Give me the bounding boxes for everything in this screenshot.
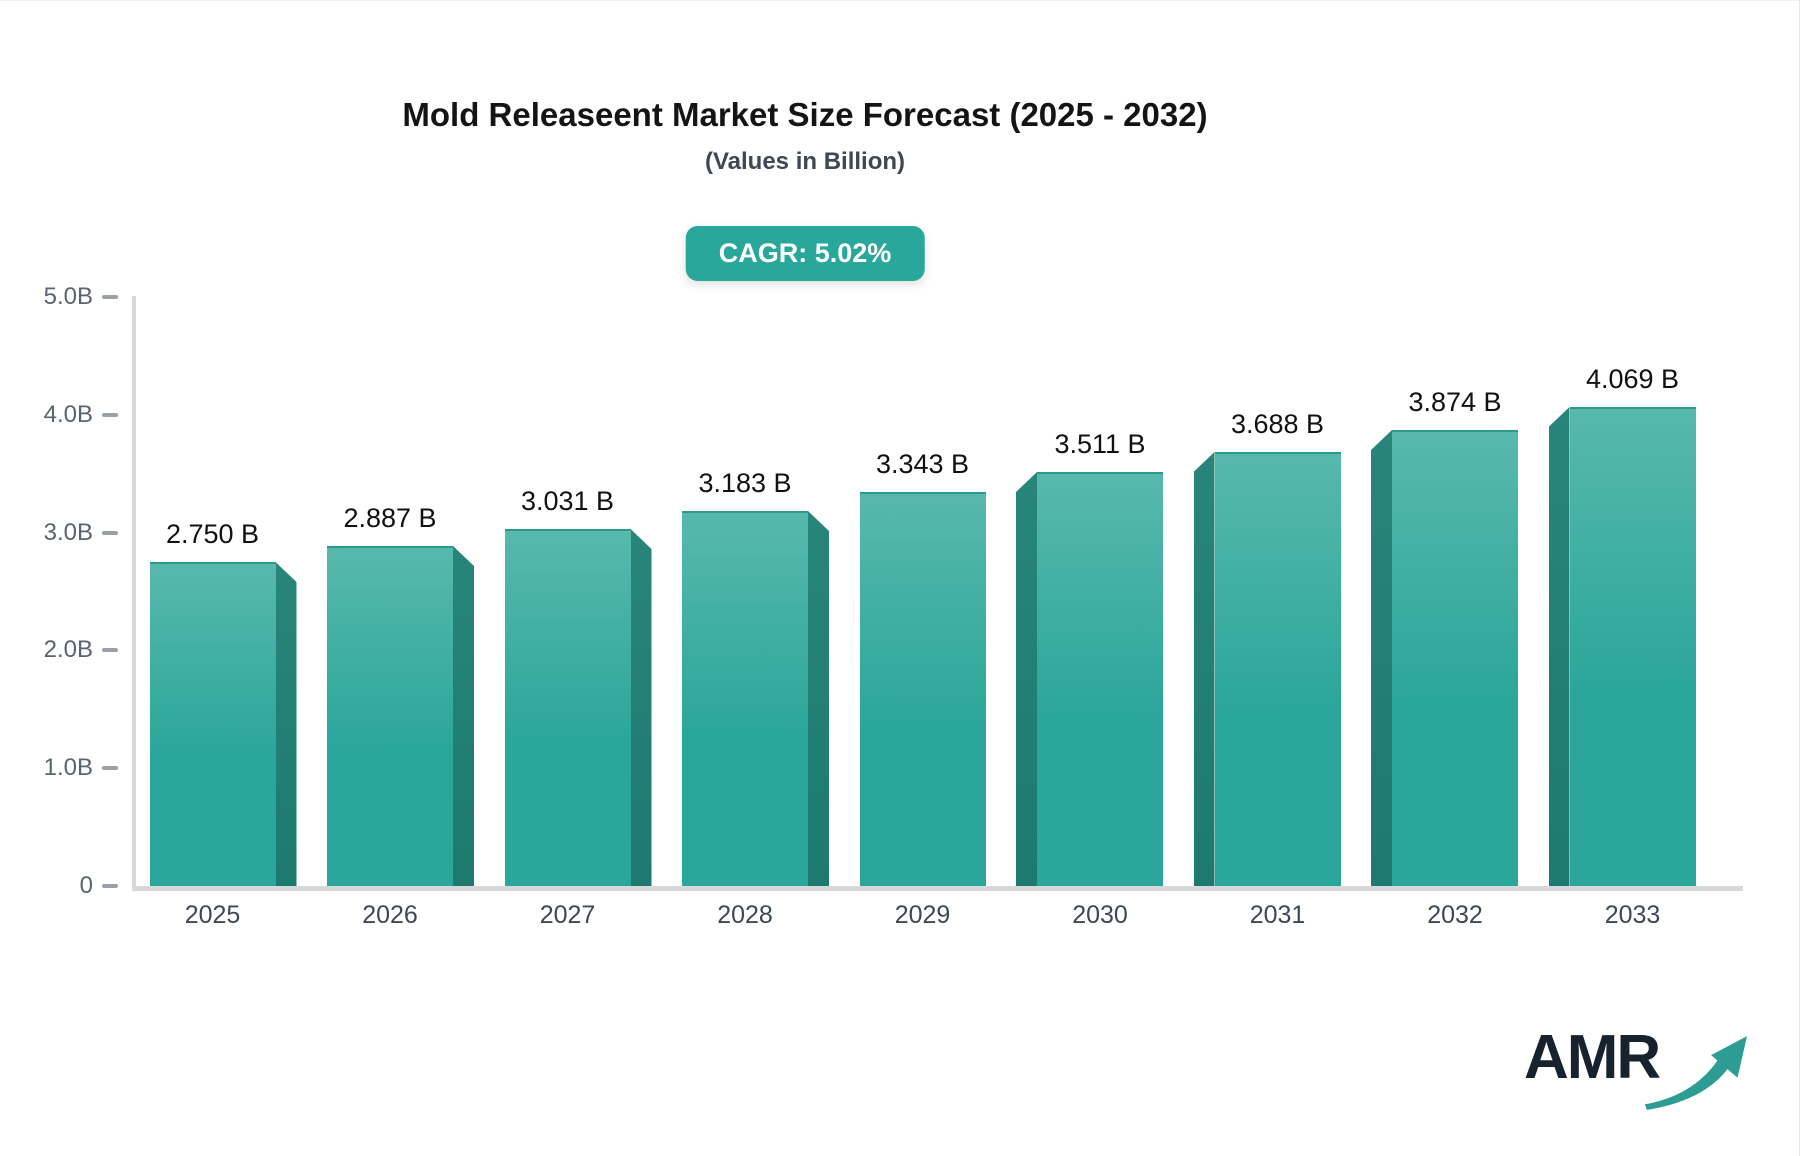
growth-arrow-icon — [1645, 1036, 1748, 1110]
bar-value-label: 3.688 B — [1230, 409, 1325, 439]
bar-side-face — [1193, 452, 1215, 886]
bar-side-face — [453, 546, 474, 886]
x-category-label: 2026 — [362, 901, 418, 929]
bar-front-face — [149, 562, 276, 886]
y-tick-label: 3.0B — [43, 518, 93, 546]
bar-value-label: 3.874 B — [1408, 387, 1502, 417]
amr-logo: AMR — [1524, 1023, 1748, 1114]
amr-logo-text: AMR — [1524, 1023, 1661, 1092]
x-category-label: 2029 — [894, 901, 951, 929]
bar-side-face — [1016, 472, 1037, 886]
cagr-badge: CAGR: 5.02% — [685, 226, 925, 281]
bar-front-face — [682, 511, 808, 886]
y-axis-line — [132, 296, 136, 891]
bar-side-face — [1548, 407, 1570, 886]
bar-value-label: 3.511 B — [1054, 429, 1146, 459]
y-tick-label: 2.0B — [43, 636, 93, 664]
bar-side-face — [808, 511, 829, 886]
chart-subtitle: (Values in Billion) — [704, 148, 906, 175]
bar-front-face — [1392, 430, 1518, 886]
bar-value-label: 3.183 B — [698, 468, 792, 498]
x-category-label: 2033 — [1604, 901, 1661, 929]
y-tick-label: 5.0B — [43, 283, 93, 310]
y-tick-label: 0 — [79, 872, 93, 899]
bar-side-face — [275, 562, 297, 886]
chart-title: Mold Releaseent Market Size Forecast (20… — [402, 96, 1208, 133]
x-category-label: 2030 — [1072, 901, 1128, 929]
x-category-label: 2031 — [1249, 901, 1306, 929]
bar-front-face — [1569, 407, 1696, 886]
y-tick-label: 1.0B — [43, 754, 93, 782]
bar-value-label: 4.069 B — [1585, 364, 1680, 394]
y-tick-mark — [102, 530, 118, 535]
y-tick-mark — [102, 884, 118, 888]
y-tick-mark — [102, 412, 118, 417]
y-tick-label: 4.0B — [43, 400, 93, 428]
x-category-label: 2032 — [1427, 901, 1483, 929]
bar-front-face — [1214, 452, 1341, 886]
bar-front-face — [1037, 472, 1163, 886]
bar-side-face — [630, 529, 652, 886]
x-category-label: 2028 — [717, 901, 773, 929]
y-tick-mark — [102, 295, 118, 299]
y-tick-mark — [102, 648, 118, 653]
y-tick-mark — [102, 766, 118, 771]
bar-front-face — [327, 546, 453, 886]
x-category-label: 2027 — [539, 901, 596, 929]
bar-value-label: 2.887 B — [343, 503, 437, 533]
bar-value-label: 3.343 B — [875, 449, 970, 479]
x-category-label: 2025 — [184, 901, 241, 929]
bar-side-face — [1371, 430, 1392, 886]
bar-front-face — [859, 492, 986, 886]
bar-front-face — [504, 529, 631, 886]
bar-value-label: 3.031 B — [520, 486, 615, 516]
x-axis-line — [132, 886, 1743, 891]
bar-value-label: 2.750 B — [165, 519, 260, 549]
